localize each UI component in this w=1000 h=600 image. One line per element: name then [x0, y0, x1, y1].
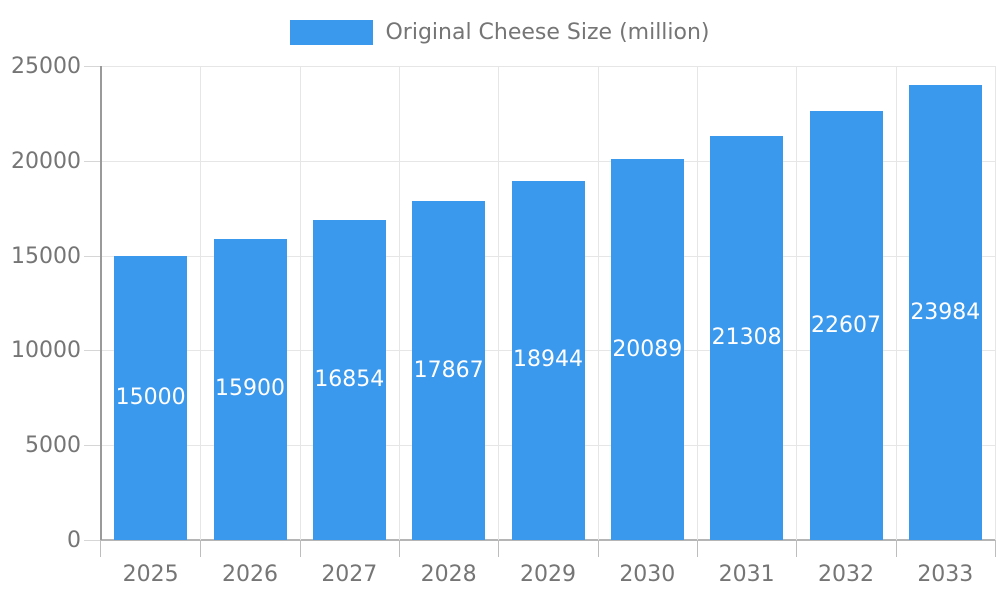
y-axis-tick: [84, 540, 101, 541]
bar: [412, 201, 486, 540]
bar: [908, 85, 982, 540]
x-axis-tick-label: 2027: [321, 562, 378, 587]
x-axis-tick: [399, 540, 400, 557]
x-axis-line: [101, 539, 995, 541]
y-axis-tick: [84, 66, 101, 67]
gridline-vertical: [399, 66, 400, 540]
gridline-horizontal: [101, 66, 995, 67]
x-axis-tick-label: 2025: [122, 562, 179, 587]
y-axis-tick: [84, 255, 101, 257]
bar: [511, 180, 585, 540]
bar-value-label: 16854: [314, 367, 385, 393]
y-axis-tick: [84, 445, 101, 447]
x-axis-tick-label: 2026: [221, 562, 278, 587]
bar-value-label: 23984: [910, 299, 981, 325]
bar-value-label: 18944: [512, 347, 583, 373]
x-axis-tick: [200, 540, 202, 557]
bar-value-label: 22607: [810, 312, 881, 338]
y-axis-tick-label: 0: [67, 528, 81, 553]
x-axis-tick-label: 2033: [917, 562, 974, 587]
y-axis-tick: [84, 350, 101, 352]
x-axis-tick-label: 2032: [817, 562, 874, 587]
x-axis-tick-label: 2030: [619, 562, 676, 587]
gridline-vertical: [697, 66, 698, 540]
gridline-vertical: [299, 66, 301, 540]
y-axis-tick-label: 10000: [11, 338, 81, 364]
y-axis-tick-label: 25000: [11, 54, 81, 79]
bar-value-label: 15000: [115, 384, 186, 410]
bar: [213, 238, 287, 540]
bar-value-label: 20089: [612, 336, 683, 362]
legend-swatch-icon: [290, 20, 374, 45]
legend-label: Original Cheese Size (million): [385, 20, 710, 45]
gridline-vertical: [597, 66, 599, 540]
y-axis-tick-label: 15000: [11, 243, 81, 269]
x-axis-tick: [995, 540, 996, 557]
x-axis-tick: [895, 540, 897, 557]
gridline-vertical: [498, 66, 500, 540]
bar: [610, 159, 684, 540]
x-axis-tick-label: 2031: [718, 562, 775, 587]
gridline-vertical: [796, 66, 798, 540]
y-axis-tick-label: 5000: [25, 433, 81, 459]
bar-value-label: 21308: [711, 325, 782, 350]
x-axis-tick: [597, 540, 599, 557]
x-axis-tick: [299, 540, 301, 557]
bar: [114, 255, 188, 540]
x-axis-tick: [100, 540, 101, 557]
bar: [312, 220, 386, 540]
bar: [710, 136, 784, 540]
x-axis-tick: [498, 540, 500, 557]
y-axis-tick-label: 20000: [11, 148, 81, 174]
y-axis-tick: [84, 160, 101, 162]
bar-value-label: 15900: [214, 376, 285, 402]
bar-value-label: 17867: [413, 357, 484, 383]
gridline-vertical: [995, 66, 996, 540]
y-axis-line: [100, 66, 102, 540]
bar: [809, 111, 883, 540]
gridline-vertical: [200, 66, 202, 540]
x-axis-tick-label: 2029: [519, 562, 576, 587]
x-axis-tick: [697, 540, 698, 557]
x-axis-tick-label: 2028: [420, 562, 477, 587]
x-axis-tick: [796, 540, 798, 557]
chart-legend: Original Cheese Size (million): [0, 20, 1000, 45]
gridline-vertical: [895, 66, 897, 540]
gridline-horizontal: [101, 160, 995, 162]
